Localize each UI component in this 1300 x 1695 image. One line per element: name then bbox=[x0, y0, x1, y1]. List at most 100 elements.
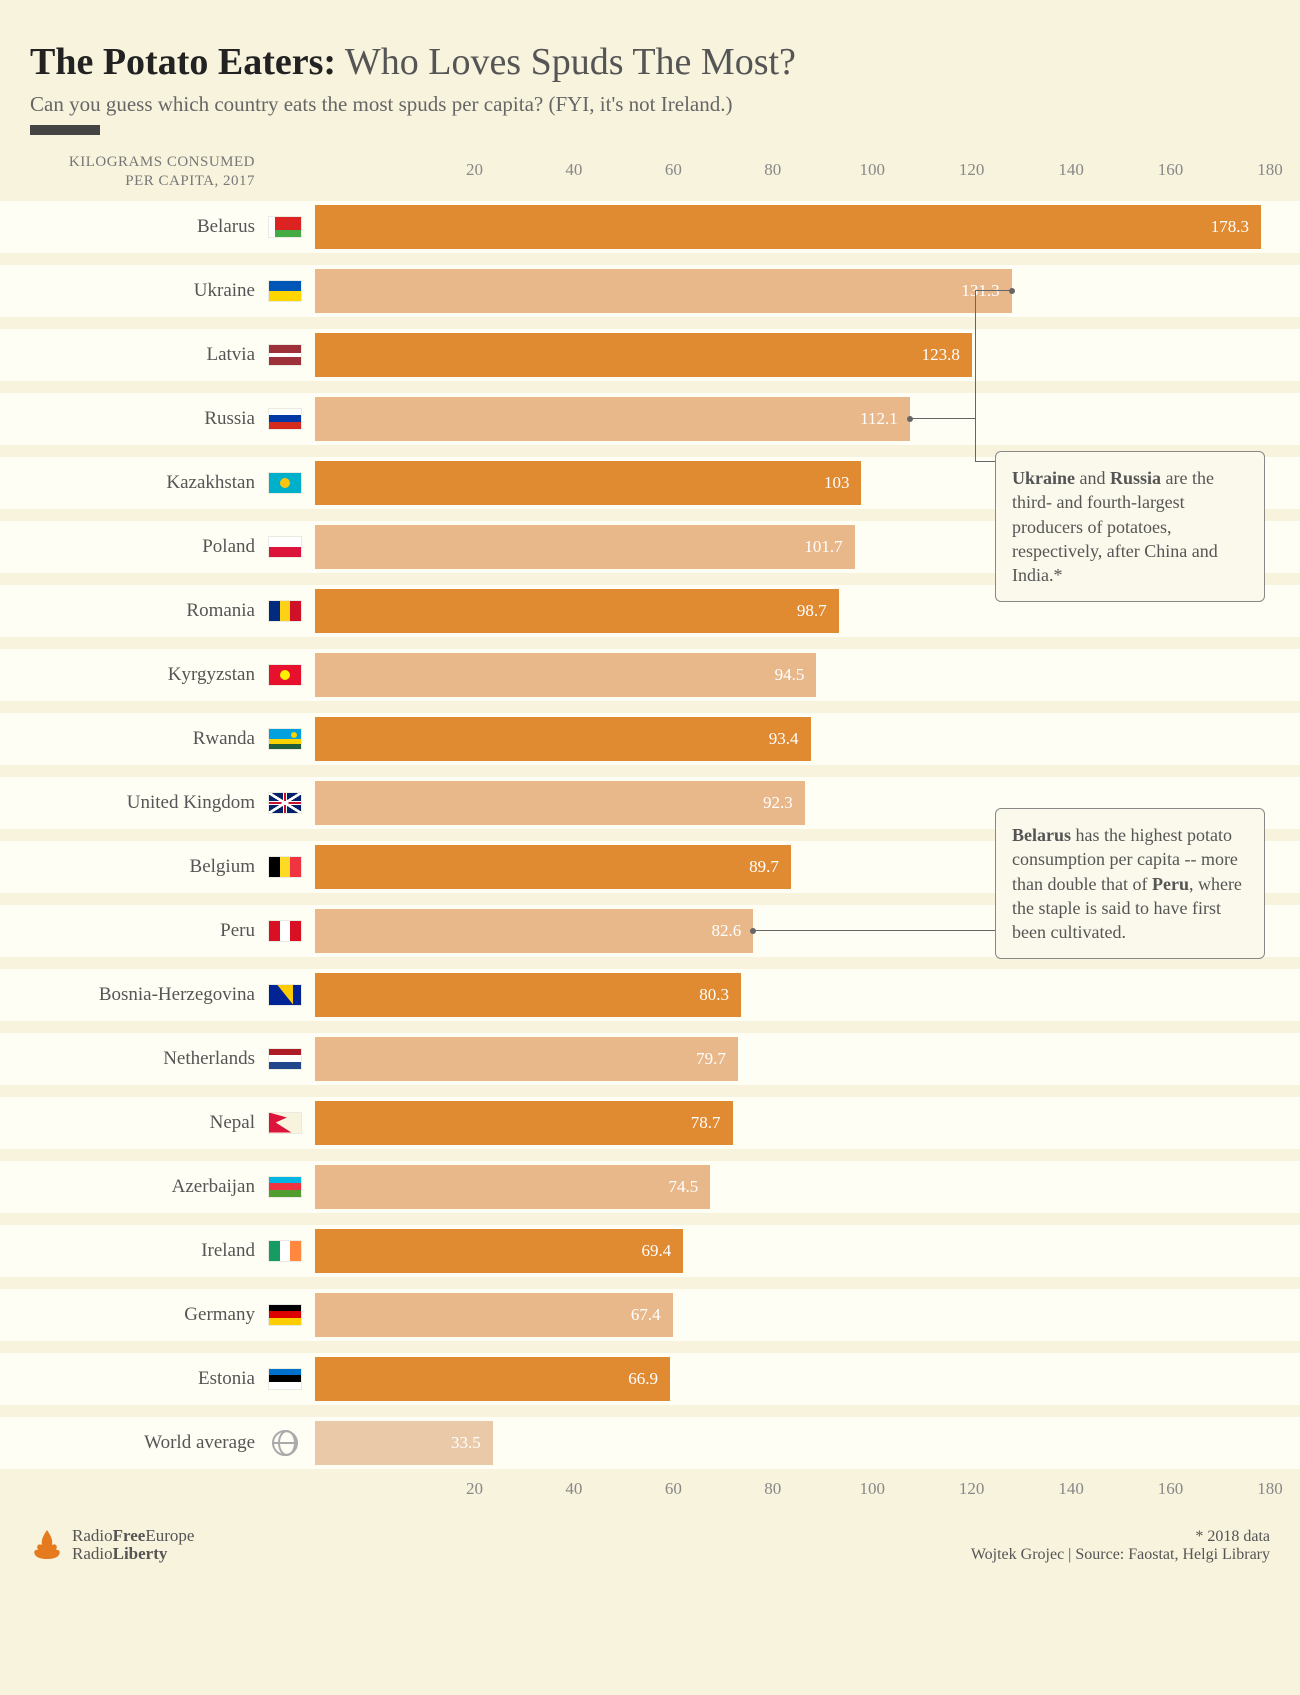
country-label: Peru bbox=[30, 920, 255, 942]
axis-tick: 80 bbox=[764, 1479, 781, 1499]
axis-tick: 60 bbox=[665, 160, 682, 180]
chart: KILOGRAMS CONSUMED PER CAPITA, 2017 20 40… bbox=[30, 153, 1270, 1503]
uk-flag-icon bbox=[255, 792, 315, 814]
bar-row: Netherlands79.7 bbox=[30, 1027, 1270, 1091]
bar: 92.3 bbox=[315, 781, 805, 825]
estonia-flag-icon bbox=[255, 1368, 315, 1390]
accent-bar bbox=[30, 125, 100, 135]
country-label: Germany bbox=[30, 1304, 255, 1326]
title-bold: The Potato Eaters: bbox=[30, 41, 336, 83]
country-label: Romania bbox=[30, 600, 255, 622]
axis-tick: 160 bbox=[1158, 1479, 1184, 1499]
country-label: Nepal bbox=[30, 1112, 255, 1134]
annotation-ukraine-russia: Ukraine and Russia are the third- and fo… bbox=[995, 451, 1265, 602]
logo-line2: RadioLiberty bbox=[72, 1545, 194, 1564]
bar: 67.4 bbox=[315, 1293, 673, 1337]
axis-tick: 20 bbox=[466, 1479, 483, 1499]
ireland-flag-icon bbox=[255, 1240, 315, 1262]
peru-flag-icon bbox=[255, 920, 315, 942]
bar-row: Ireland 69.4 bbox=[30, 1219, 1270, 1283]
axis-tick: 40 bbox=[565, 160, 582, 180]
bar: 94.5 bbox=[315, 653, 816, 697]
axis-tick: 20 bbox=[466, 160, 483, 180]
axis-tick: 100 bbox=[859, 1479, 885, 1499]
bar: 78.7 bbox=[315, 1101, 733, 1145]
country-label: Latvia bbox=[30, 344, 255, 366]
axis-tick: 120 bbox=[959, 1479, 985, 1499]
bar: 89.7 bbox=[315, 845, 791, 889]
belgium-flag-icon bbox=[255, 856, 315, 878]
bar-row: Azerbaijan 74.5 bbox=[30, 1155, 1270, 1219]
country-label: Ukraine bbox=[30, 280, 255, 302]
axis-tick: 160 bbox=[1158, 160, 1184, 180]
torch-icon bbox=[30, 1528, 64, 1562]
bar: 66.9 bbox=[315, 1357, 670, 1401]
country-label: Kazakhstan bbox=[30, 472, 255, 494]
bar-row: Kyrgyzstan 94.5 bbox=[30, 643, 1270, 707]
latvia-flag-icon bbox=[255, 344, 315, 366]
axis-tick: 120 bbox=[959, 160, 985, 180]
germany-flag-icon bbox=[255, 1304, 315, 1326]
chart-subtitle: Can you guess which country eats the mos… bbox=[30, 92, 1270, 117]
bar: 178.3 bbox=[315, 205, 1261, 249]
nepal-flag-icon bbox=[255, 1112, 315, 1134]
axis-tick: 180 bbox=[1257, 1479, 1283, 1499]
bar-row: Russia 112.1 bbox=[30, 387, 1270, 451]
russia-flag-icon bbox=[255, 408, 315, 430]
source-logo: RadioFreeEurope RadioLiberty bbox=[30, 1527, 194, 1564]
kyrgyzstan-flag-icon bbox=[255, 664, 315, 686]
title-rest: Who Loves Spuds The Most? bbox=[336, 41, 796, 83]
bar: 79.7 bbox=[315, 1037, 738, 1081]
country-label: Russia bbox=[30, 408, 255, 430]
bar: 131.3 bbox=[315, 269, 1012, 313]
bar-row: World average 33.5 bbox=[30, 1411, 1270, 1475]
axis-tick: 80 bbox=[764, 160, 781, 180]
azerbaijan-flag-icon bbox=[255, 1176, 315, 1198]
bar-row: Nepal 78.7 bbox=[30, 1091, 1270, 1155]
rwanda-flag-icon bbox=[255, 728, 315, 750]
country-label: Kyrgyzstan bbox=[30, 664, 255, 686]
axis-tick: 140 bbox=[1058, 1479, 1084, 1499]
belarus-flag-icon bbox=[255, 216, 315, 238]
bar: 101.7 bbox=[315, 525, 855, 569]
bar: 74.5 bbox=[315, 1165, 710, 1209]
axis-tick: 180 bbox=[1257, 160, 1283, 180]
top-axis: KILOGRAMS CONSUMED PER CAPITA, 2017 20 40… bbox=[30, 153, 1270, 191]
country-label: Rwanda bbox=[30, 728, 255, 750]
footnote: * 2018 data bbox=[971, 1528, 1270, 1546]
country-label: World average bbox=[30, 1432, 255, 1454]
chart-title: The Potato Eaters: Who Loves Spuds The M… bbox=[30, 40, 1270, 84]
country-label: Ireland bbox=[30, 1240, 255, 1262]
axis-tick: 100 bbox=[859, 160, 885, 180]
bosnia-flag-icon bbox=[255, 984, 315, 1006]
kazakhstan-flag-icon bbox=[255, 472, 315, 494]
bar-row: Latvia123.8 bbox=[30, 323, 1270, 387]
netherlands-flag-icon bbox=[255, 1048, 315, 1070]
country-label: Poland bbox=[30, 536, 255, 558]
bar: 69.4 bbox=[315, 1229, 683, 1273]
annotation-belarus-peru: Belarus has the highest potato consumpti… bbox=[995, 808, 1265, 959]
footer: RadioFreeEurope RadioLiberty * 2018 data… bbox=[30, 1527, 1270, 1564]
axis-tick: 60 bbox=[665, 1479, 682, 1499]
axis-tick: 140 bbox=[1058, 160, 1084, 180]
bar: 80.3 bbox=[315, 973, 741, 1017]
bar: 93.4 bbox=[315, 717, 811, 761]
bar-row: Bosnia-Herzegovina80.3 bbox=[30, 963, 1270, 1027]
axis-label: KILOGRAMS CONSUMED PER CAPITA, 2017 bbox=[30, 153, 255, 191]
poland-flag-icon bbox=[255, 536, 315, 558]
country-label: Belgium bbox=[30, 856, 255, 878]
bottom-axis: 20406080100120140160180 bbox=[30, 1479, 1270, 1503]
country-label: Azerbaijan bbox=[30, 1176, 255, 1198]
axis-tick: 40 bbox=[565, 1479, 582, 1499]
bar: 33.5 bbox=[315, 1421, 493, 1465]
bar-row: Ukraine 131.3 bbox=[30, 259, 1270, 323]
bar: 103 bbox=[315, 461, 861, 505]
bar: 98.7 bbox=[315, 589, 839, 633]
bar-row: Belarus178.3 bbox=[30, 195, 1270, 259]
bar-row: Estonia66.9 bbox=[30, 1347, 1270, 1411]
country-label: United Kingdom bbox=[30, 792, 255, 814]
credit: Wojtek Grojec | Source: Faostat, Helgi L… bbox=[971, 1546, 1270, 1564]
bar: 112.1 bbox=[315, 397, 910, 441]
ukraine-flag-icon bbox=[255, 280, 315, 302]
bar: 82.6 bbox=[315, 909, 753, 953]
